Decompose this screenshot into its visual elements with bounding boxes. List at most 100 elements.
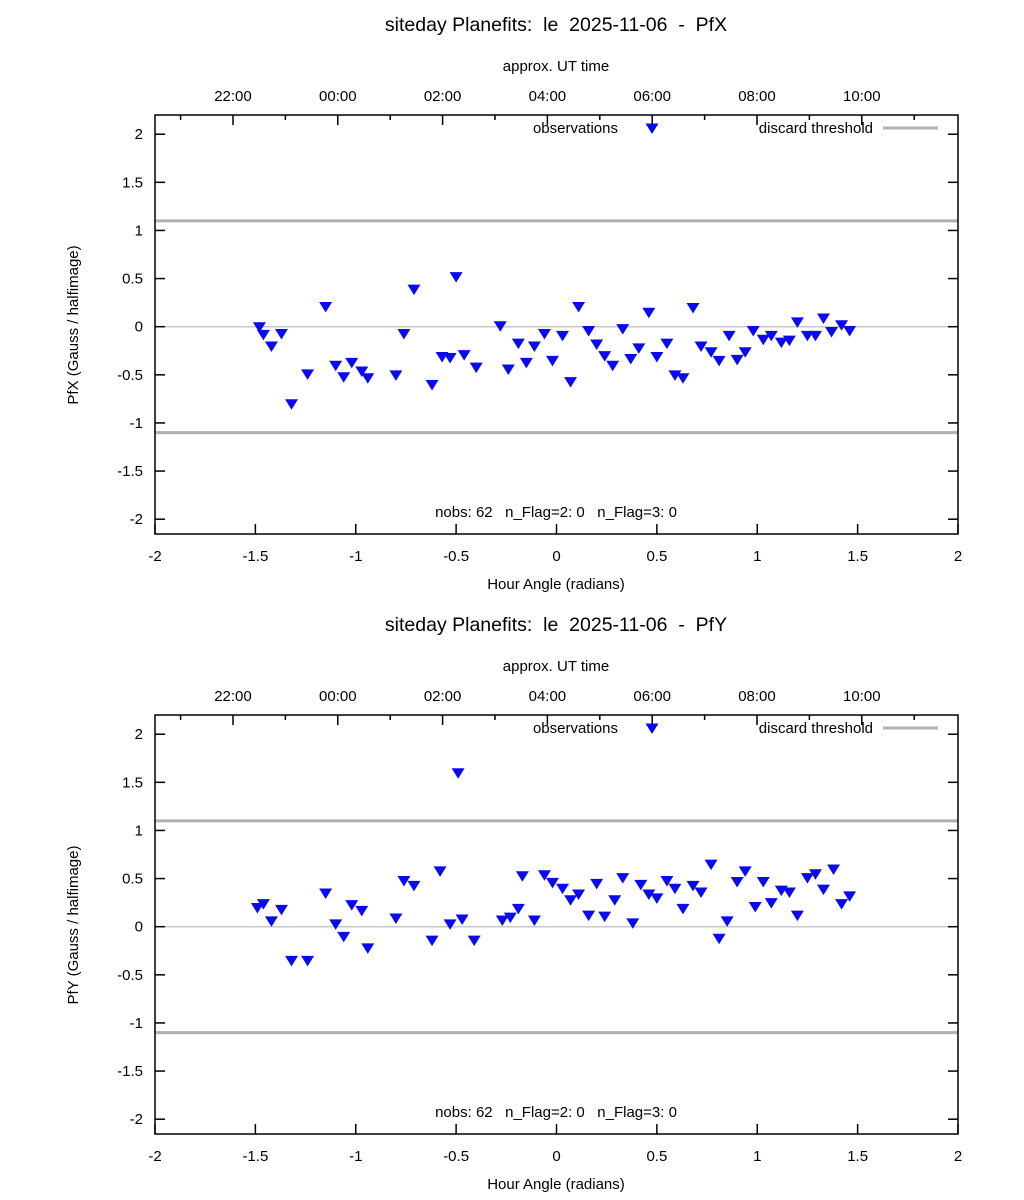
x-tick-label: 1.5: [847, 1148, 868, 1165]
data-point: [782, 335, 796, 347]
data-point: [425, 935, 439, 947]
data-point: [590, 339, 604, 351]
data-point: [835, 320, 849, 331]
data-point: [730, 354, 744, 366]
x-tick-label: -0.5: [443, 548, 469, 565]
y-tick-label: -1: [130, 415, 143, 432]
x-tick-label: 1: [753, 1148, 761, 1165]
data-point: [632, 343, 646, 354]
data-point: [355, 905, 369, 917]
data-point: [642, 889, 656, 900]
stats-text: nobs: 62 n_Flag=2: 0 n_Flag=3: 0: [435, 504, 677, 521]
data-point: [764, 898, 778, 909]
data-point: [835, 899, 849, 910]
data-point: [774, 337, 788, 349]
data-point: [397, 328, 411, 340]
data-point: [556, 883, 570, 895]
data-point: [816, 884, 830, 896]
x2-tick-label: 00:00: [319, 688, 357, 705]
y-tick-label: -1: [130, 1015, 143, 1032]
data-point: [843, 891, 857, 902]
data-point: [608, 895, 622, 906]
chart-title: siteday Planefits: le 2025-11-06 - PfX: [385, 14, 727, 36]
data-point: [720, 916, 734, 927]
data-point: [389, 913, 403, 925]
observations-series: [252, 272, 857, 410]
plot-border: [154, 114, 959, 535]
data-point: [686, 880, 700, 892]
x-tick-label: 1.5: [847, 548, 868, 565]
data-point: [345, 900, 359, 911]
x2-tick-label: 08:00: [738, 88, 776, 105]
data-point: [660, 338, 674, 350]
data-point: [537, 328, 551, 340]
x-tick-label: -2: [148, 548, 161, 565]
data-point: [545, 877, 559, 889]
x-tick-label: -1.5: [242, 548, 268, 565]
data-point: [274, 904, 288, 916]
data-point: [650, 352, 664, 363]
data-point: [712, 933, 726, 945]
y-tick-label: -1.5: [117, 1063, 143, 1080]
x2-tick-label: 06:00: [633, 88, 671, 105]
data-point: [345, 357, 359, 369]
data-point: [790, 910, 804, 922]
data-point: [407, 880, 421, 892]
data-point: [738, 866, 752, 877]
data-point: [756, 334, 770, 346]
data-point: [274, 328, 288, 340]
y-axis-label: PfX (Gauss / halfimage): [65, 245, 82, 404]
data-point: [572, 301, 586, 313]
data-point: [527, 915, 541, 926]
data-point: [694, 887, 708, 899]
data-point: [668, 883, 682, 895]
data-point: [827, 864, 841, 875]
data-point: [590, 878, 604, 890]
data-point: [285, 399, 299, 410]
y-axis-label: PfY (Gauss / halfimage): [65, 846, 82, 1005]
data-point: [493, 321, 507, 332]
data-point: [634, 879, 648, 891]
data-point: [319, 301, 333, 313]
x-tick-label: -0.5: [443, 1148, 469, 1165]
data-point: [301, 369, 315, 380]
data-point: [598, 911, 612, 923]
data-point: [252, 322, 266, 333]
data-point: [361, 943, 375, 954]
y-tick-label: 0.5: [122, 271, 143, 288]
data-point: [782, 887, 796, 899]
data-point: [650, 893, 664, 904]
data-point: [515, 871, 529, 882]
x2-tick-label: 06:00: [633, 688, 671, 705]
x-tick-label: -1: [349, 548, 362, 565]
data-point: [457, 350, 471, 361]
data-point: [511, 338, 525, 350]
data-point: [285, 955, 299, 967]
x2-tick-label: 00:00: [319, 88, 357, 105]
data-point: [397, 876, 411, 887]
x-tick-label: -1: [349, 1148, 362, 1165]
data-point: [564, 377, 578, 388]
data-point: [738, 347, 752, 358]
data-point: [712, 355, 726, 367]
data-point: [686, 302, 700, 314]
x2-tick-label: 22:00: [214, 688, 252, 705]
data-point: [467, 935, 481, 947]
data-point: [572, 889, 586, 900]
x-tick-label: 0.5: [646, 548, 667, 565]
data-point: [537, 870, 551, 881]
x-tick-label: -2: [148, 1148, 161, 1165]
data-point: [495, 915, 509, 926]
chart-root: siteday Planefits: le 2025-11-06 - PfX ap…: [65, 14, 962, 593]
data-point: [389, 370, 403, 381]
y-tick-label: -0.5: [117, 367, 143, 384]
x-tick-label: 0.5: [646, 1148, 667, 1165]
x2-axis-label: approx. UT time: [503, 58, 609, 75]
data-point: [668, 370, 682, 381]
x2-tick-label: 08:00: [738, 688, 776, 705]
x2-tick-label: 02:00: [424, 88, 462, 105]
y-tick-label: -2: [130, 1111, 143, 1128]
data-point: [800, 873, 814, 884]
data-point: [843, 326, 857, 337]
